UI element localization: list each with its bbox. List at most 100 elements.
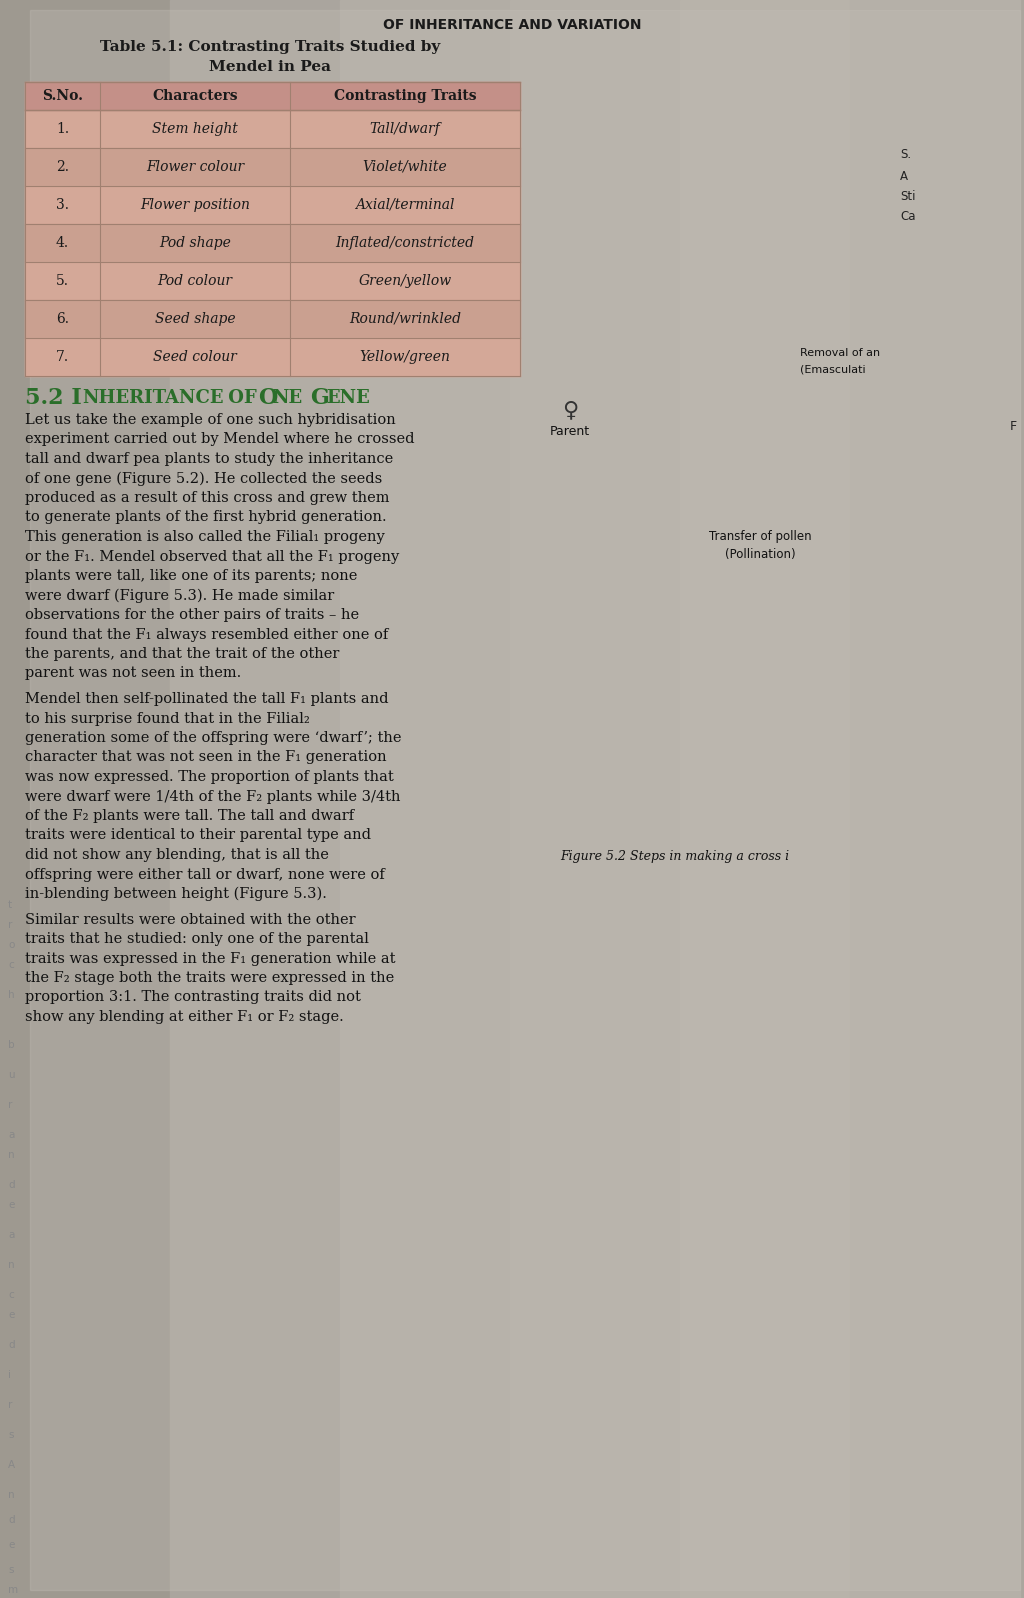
Text: the F₂ stage both the traits were expressed in the: the F₂ stage both the traits were expres…	[25, 972, 394, 984]
Text: of one gene (Figure 5.2). He collected the seeds: of one gene (Figure 5.2). He collected t…	[25, 471, 382, 486]
Text: Contrasting Traits: Contrasting Traits	[334, 89, 476, 102]
Text: Mendel in Pea: Mendel in Pea	[209, 61, 331, 74]
Text: plants were tall, like one of its parents; none: plants were tall, like one of its parent…	[25, 569, 357, 583]
Text: were dwarf were 1/4th of the F₂ plants while 3/4th: were dwarf were 1/4th of the F₂ plants w…	[25, 789, 400, 804]
Text: Seed colour: Seed colour	[154, 350, 237, 364]
Text: traits that he studied: only one of the parental: traits that he studied: only one of the …	[25, 932, 369, 946]
Text: d: d	[8, 1179, 14, 1191]
Text: Inflated/constricted: Inflated/constricted	[336, 237, 474, 249]
Bar	[850, 0, 1020, 1598]
Text: s: s	[8, 1564, 13, 1576]
Text: Violet/white: Violet/white	[362, 160, 447, 174]
Text: s: s	[8, 1430, 13, 1440]
Text: A: A	[900, 169, 908, 184]
Bar	[25, 149, 520, 185]
Text: NHERITANCE: NHERITANCE	[82, 388, 223, 407]
Bar	[0, 0, 170, 1598]
Text: 4.: 4.	[56, 237, 69, 249]
Text: e: e	[8, 1540, 14, 1550]
Text: parent was not seen in them.: parent was not seen in them.	[25, 666, 242, 681]
Text: r: r	[8, 1400, 12, 1409]
Text: Figure 5.2 Steps in making a cross i: Figure 5.2 Steps in making a cross i	[560, 850, 790, 863]
Text: 6.: 6.	[56, 312, 69, 326]
Text: o: o	[8, 940, 14, 949]
Bar	[25, 339, 520, 376]
Text: experiment carried out by Mendel where he crossed: experiment carried out by Mendel where h…	[25, 433, 415, 446]
Text: i: i	[8, 1369, 11, 1381]
Text: a: a	[8, 1130, 14, 1139]
Text: were dwarf (Figure 5.3). He made similar: were dwarf (Figure 5.3). He made similar	[25, 588, 334, 602]
Text: e: e	[8, 1310, 14, 1320]
Text: n: n	[8, 1151, 14, 1160]
Text: Sti: Sti	[900, 190, 915, 203]
Text: Characters: Characters	[153, 89, 238, 102]
Text: n: n	[8, 1489, 14, 1501]
Text: F: F	[1010, 420, 1017, 433]
Text: show any blending at either F₁ or F₂ stage.: show any blending at either F₁ or F₂ sta…	[25, 1010, 344, 1024]
Bar	[25, 81, 520, 110]
Text: c: c	[8, 960, 13, 970]
Text: S.: S.	[900, 149, 911, 161]
Text: t: t	[8, 900, 12, 909]
Text: of the F₂ plants were tall. The tall and dwarf: of the F₂ plants were tall. The tall and…	[25, 809, 354, 823]
Text: 5.: 5.	[56, 273, 69, 288]
Text: h: h	[8, 991, 14, 1000]
Text: traits were identical to their parental type and: traits were identical to their parental …	[25, 828, 371, 842]
Text: Pod shape: Pod shape	[159, 237, 231, 249]
Text: proportion 3:1. The contrasting traits did not: proportion 3:1. The contrasting traits d…	[25, 991, 360, 1005]
Text: character that was not seen in the F₁ generation: character that was not seen in the F₁ ge…	[25, 751, 387, 764]
Text: offspring were either tall or dwarf, none were of: offspring were either tall or dwarf, non…	[25, 868, 385, 882]
Text: Flower colour: Flower colour	[146, 160, 244, 174]
Text: m: m	[8, 1585, 18, 1595]
Text: or the F₁. Mendel observed that all the F₁ progeny: or the F₁. Mendel observed that all the …	[25, 550, 399, 564]
Text: the parents, and that the trait of the other: the parents, and that the trait of the o…	[25, 647, 339, 662]
Text: Similar results were obtained with the other: Similar results were obtained with the o…	[25, 912, 355, 927]
Text: Green/yellow: Green/yellow	[358, 273, 452, 288]
Text: Stem height: Stem height	[152, 121, 238, 136]
Text: Removal of an: Removal of an	[800, 348, 880, 358]
Bar	[25, 110, 520, 149]
Bar	[25, 300, 520, 339]
Text: OF INHERITANCE AND VARIATION: OF INHERITANCE AND VARIATION	[383, 18, 641, 32]
Text: Axial/terminal: Axial/terminal	[355, 198, 455, 213]
Text: (Emasculati: (Emasculati	[800, 364, 865, 376]
Text: 2.: 2.	[56, 160, 69, 174]
Text: Mendel then self-pollinated the tall F₁ plants and: Mendel then self-pollinated the tall F₁ …	[25, 692, 388, 706]
Text: d: d	[8, 1515, 14, 1524]
Bar	[680, 0, 850, 1598]
Text: Yellow/green: Yellow/green	[359, 350, 451, 364]
Text: b: b	[8, 1040, 14, 1050]
Text: n: n	[8, 1259, 14, 1270]
Text: to generate plants of the first hybrid generation.: to generate plants of the first hybrid g…	[25, 510, 387, 524]
Text: 7.: 7.	[56, 350, 69, 364]
Text: ♀: ♀	[562, 400, 579, 420]
Text: a: a	[8, 1230, 14, 1240]
Bar	[340, 0, 510, 1598]
Text: A: A	[8, 1461, 15, 1470]
Text: in-blending between height (Figure 5.3).: in-blending between height (Figure 5.3).	[25, 887, 327, 901]
Bar	[25, 185, 520, 224]
Text: generation some of the offspring were ‘dwarf’; the: generation some of the offspring were ‘d…	[25, 730, 401, 745]
Bar	[25, 224, 520, 262]
Text: Tall/dwarf: Tall/dwarf	[370, 121, 440, 136]
Text: c: c	[8, 1290, 13, 1301]
Text: Ca: Ca	[900, 209, 915, 224]
Bar	[510, 0, 680, 1598]
Text: d: d	[8, 1341, 14, 1350]
Bar	[170, 0, 340, 1598]
Text: Table 5.1: Contrasting Traits Studied by: Table 5.1: Contrasting Traits Studied by	[100, 40, 440, 54]
Text: Parent: Parent	[550, 425, 590, 438]
Text: Flower position: Flower position	[140, 198, 250, 213]
Text: found that the F₁ always resembled either one of: found that the F₁ always resembled eithe…	[25, 628, 388, 641]
Text: u: u	[8, 1071, 14, 1080]
Text: 1.: 1.	[56, 121, 69, 136]
Text: NE: NE	[272, 388, 302, 407]
Text: e: e	[8, 1200, 14, 1210]
Text: 5.2 I: 5.2 I	[25, 387, 82, 409]
Text: did not show any blending, that is all the: did not show any blending, that is all t…	[25, 849, 329, 861]
Text: OF: OF	[222, 388, 263, 407]
Text: 3.: 3.	[56, 198, 69, 213]
Text: O: O	[258, 387, 278, 409]
Text: observations for the other pairs of traits – he: observations for the other pairs of trai…	[25, 607, 359, 622]
Text: was now expressed. The proportion of plants that: was now expressed. The proportion of pla…	[25, 770, 394, 785]
